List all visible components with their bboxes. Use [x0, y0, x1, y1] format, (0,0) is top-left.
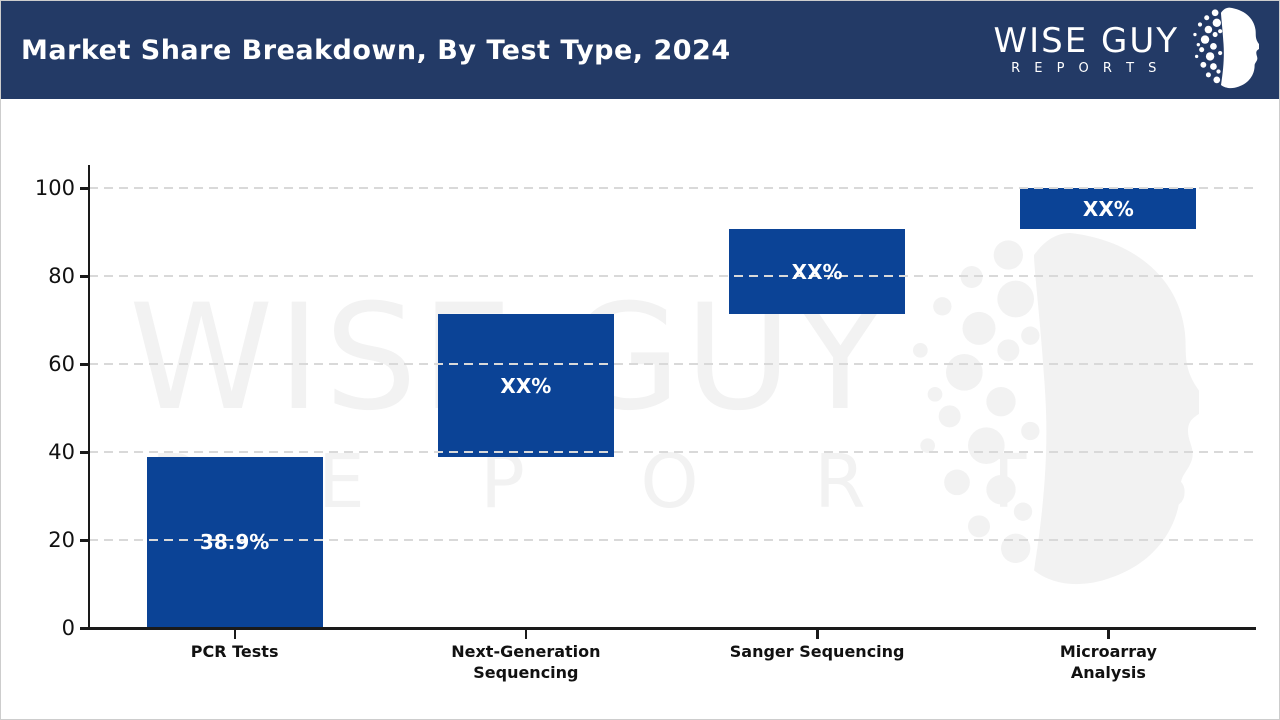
y-tick-label: 60 [48, 352, 75, 376]
y-tick-label: 20 [48, 528, 75, 552]
watermark-face-dots-icon [869, 219, 1210, 603]
x-tick-mark [524, 630, 528, 639]
y-tick-mark [80, 539, 89, 542]
bar-segment [437, 314, 614, 457]
y-axis-line [87, 165, 90, 630]
bar-segment [1020, 188, 1197, 230]
x-tick-mark [1107, 630, 1110, 639]
bar-value-label: 38.9% [199, 530, 270, 555]
y-tick-mark [80, 627, 89, 630]
y-tick-mark [80, 187, 89, 190]
gridline-60 [89, 363, 1254, 365]
category-label: Next-Generation Sequencing [451, 642, 601, 682]
brand-name: WISE GUY [993, 20, 1179, 61]
y-tick-mark [80, 451, 89, 454]
category-label: Sanger Sequencing [729, 642, 905, 661]
brand-logo: WISE GUY R E P O R T S [993, 6, 1262, 94]
bar-value-label: XX% [791, 259, 843, 284]
gridline-100 [89, 187, 1254, 189]
y-tick-label: 40 [48, 440, 75, 464]
category-label: Microarray Analysis [1059, 642, 1157, 682]
gridline-20 [89, 539, 1254, 541]
y-tick-mark [80, 275, 89, 278]
y-tick-label: 100 [34, 176, 75, 200]
y-tick-mark [80, 363, 89, 366]
header: Market Share Breakdown, By Test Type, 20… [1, 1, 1279, 99]
bar-value-label: XX% [500, 373, 552, 398]
gridline-80 [89, 275, 1254, 277]
page-title: Market Share Breakdown, By Test Type, 20… [21, 34, 731, 66]
brand-logo-text: WISE GUY R E P O R T S [993, 20, 1179, 77]
y-tick-label: 0 [61, 616, 75, 640]
x-tick-mark [233, 630, 237, 639]
brand-subtitle: R E P O R T S [1011, 61, 1162, 77]
face-dots-icon [1183, 6, 1262, 94]
category-label: PCR Tests [190, 642, 279, 661]
bar-segment [146, 456, 323, 628]
x-axis-line [87, 627, 1256, 630]
y-tick-label: 80 [48, 264, 75, 288]
bar-segment [729, 229, 906, 315]
gridline-40 [89, 451, 1254, 453]
x-tick-mark [816, 630, 819, 639]
bar-value-label: XX% [1082, 196, 1134, 221]
